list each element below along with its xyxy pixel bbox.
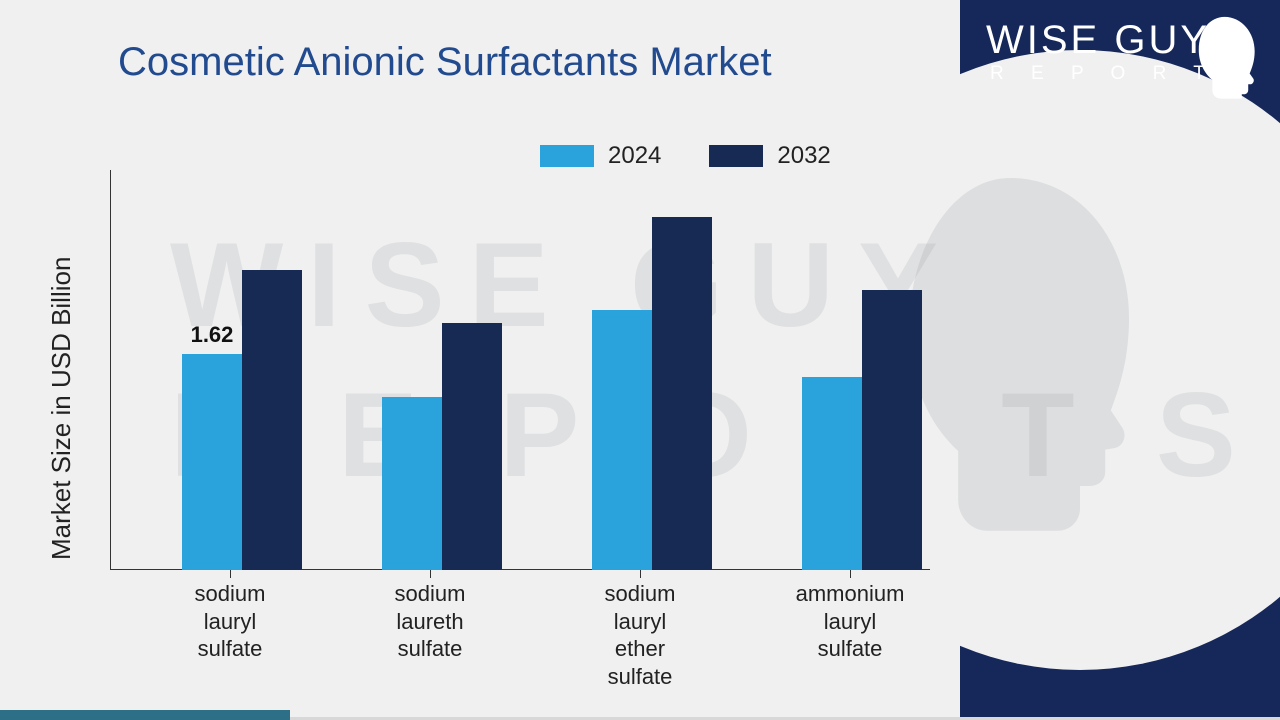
x-tick — [430, 570, 431, 578]
bar-2024 — [802, 377, 862, 570]
bar-2024 — [592, 310, 652, 570]
legend-label-2032: 2032 — [777, 142, 830, 170]
bar-2032 — [442, 323, 502, 570]
x-tick — [850, 570, 851, 578]
y-axis — [110, 170, 111, 570]
legend-swatch-2032 — [709, 145, 763, 167]
bar-2024 — [182, 354, 242, 570]
y-axis-label: Market Size in USD Billion — [46, 257, 77, 560]
bar-value-label: 1.62 — [191, 322, 234, 348]
x-tick-label: ammoniumlaurylsulfate — [775, 580, 925, 663]
brand-head-icon — [1190, 14, 1262, 100]
stage: WISE GUY R E P O R T S WISE GUY R E P O … — [0, 0, 1280, 720]
bar-2032 — [242, 270, 302, 570]
legend-item-2024: 2024 — [540, 142, 661, 170]
bottom-accent — [0, 710, 290, 720]
legend-label-2024: 2024 — [608, 142, 661, 170]
legend-item-2032: 2032 — [709, 142, 830, 170]
x-tick — [640, 570, 641, 578]
x-tick-label: sodiumlaurethsulfate — [355, 580, 505, 663]
chart-title: Cosmetic Anionic Surfactants Market — [118, 40, 772, 85]
x-tick-label: sodiumlaurylsulfate — [155, 580, 305, 663]
x-tick — [230, 570, 231, 578]
legend: 2024 2032 — [540, 142, 831, 170]
bar-2032 — [652, 217, 712, 570]
bar-2024 — [382, 397, 442, 570]
bar-2032 — [862, 290, 922, 570]
chart-area: sodiumlaurylsulfatesodiumlaurethsulfates… — [110, 170, 930, 570]
x-tick-label: sodiumlaurylethersulfate — [565, 580, 715, 690]
legend-swatch-2024 — [540, 145, 594, 167]
